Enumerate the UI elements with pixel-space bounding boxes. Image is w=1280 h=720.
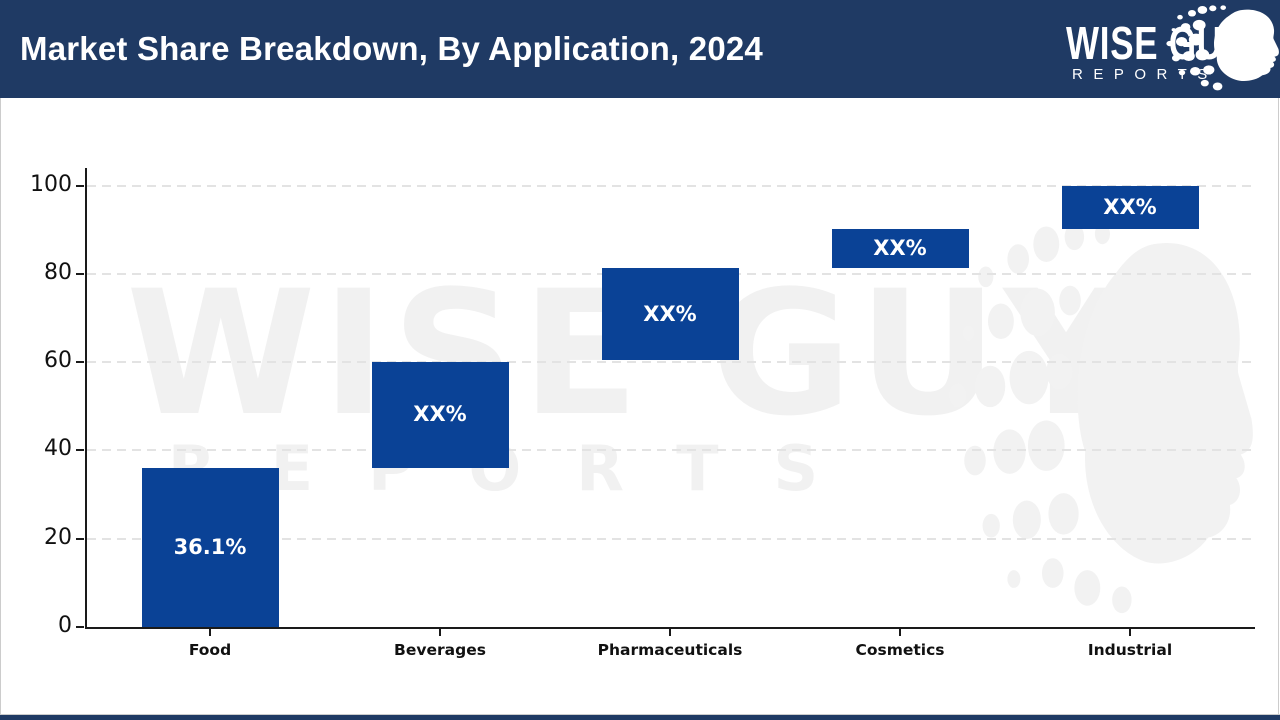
bottom-border [0,714,1280,715]
x-axis-label: Cosmetics [855,641,945,659]
brand-face-icon [1166,5,1279,91]
y-tick-label: 100 [30,171,72,197]
gridline [87,449,1255,452]
y-tick [76,184,84,187]
watermark-face-icon [949,223,1253,614]
x-tick [669,629,671,636]
y-tick [76,449,84,452]
gridline [87,184,1255,187]
y-tick-label: 40 [44,436,72,462]
brand-subname: REPORTS [1072,66,1218,83]
bar-cosmetics: XX% [831,228,969,269]
x-axis-label: Food [188,641,232,659]
gridline [87,537,1255,540]
left-border [0,98,1,715]
bar-value-label: XX% [643,301,697,326]
y-tick [76,361,84,364]
y-tick-label: 80 [44,259,72,285]
bar-industrial: XX% [1061,185,1199,229]
page-title: Market Share Breakdown, By Application, … [20,30,763,67]
x-axis-spine [85,627,1255,629]
x-axis-label: Industrial [1087,641,1173,659]
x-axis-label: Pharmaceuticals [597,641,743,659]
brand-logo: WISE GUY REPORTS [1024,0,1279,98]
x-tick [899,629,901,636]
bar-pharmaceuticals: XX% [601,268,739,361]
bar-value-label: XX% [873,236,927,261]
x-tick [209,629,211,636]
header: Market Share Breakdown, By Application, … [0,0,1280,98]
y-tick-label: 60 [44,348,72,374]
y-tick [76,537,84,540]
y-tick-label: 20 [44,524,72,550]
bar-beverages: XX% [371,361,509,468]
bar-value-label: XX% [1103,194,1157,219]
x-tick [439,629,441,636]
x-tick [1129,629,1131,636]
y-axis-spine [85,168,87,629]
y-tick [76,626,84,628]
y-tick-label: 0 [58,613,72,638]
bar-food: 36.1% [141,467,279,627]
right-border [1278,98,1279,715]
gridline [87,361,1255,364]
footer-strip [0,715,1280,720]
y-tick [76,272,84,275]
x-axis-label: Beverages [394,641,486,659]
bar-value-label: 36.1% [173,534,247,559]
bar-value-label: XX% [413,402,467,427]
